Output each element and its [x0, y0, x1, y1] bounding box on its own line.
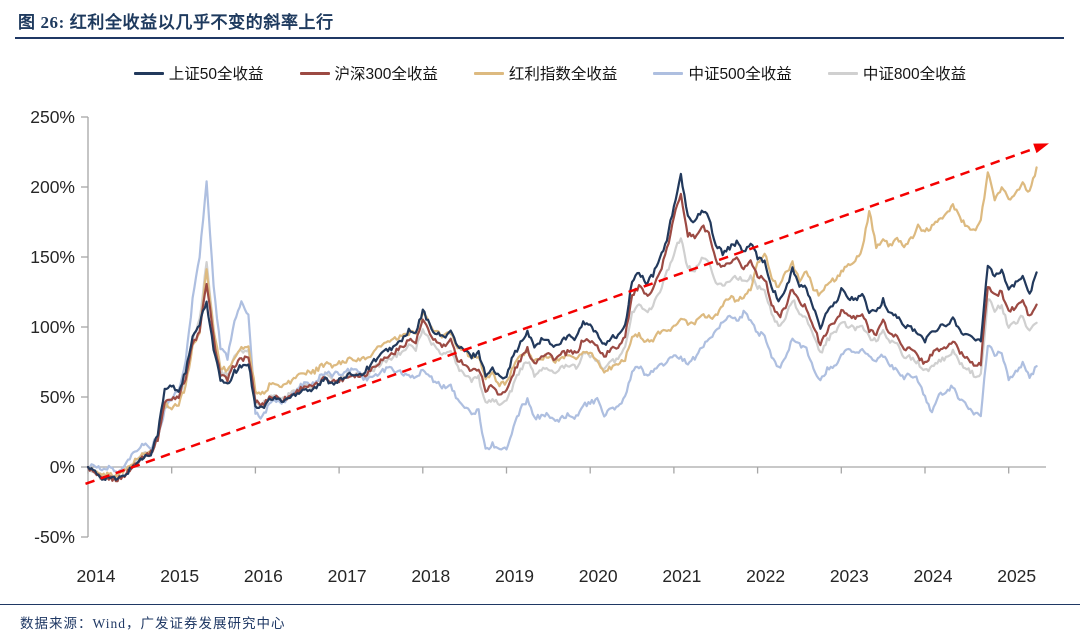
footer-divider: [0, 604, 1080, 605]
legend-item-sse50: 上证50全收益: [133, 62, 264, 84]
legend-item-csi500: 中证500全收益: [653, 62, 792, 84]
x-axis-label: 2015: [160, 566, 199, 586]
series-line-sse50-tr: [86, 172, 1038, 481]
trendline-dashed: [85, 145, 1041, 485]
legend-line-swatch-sse50: [133, 71, 164, 75]
x-axis-label: 2023: [830, 566, 869, 586]
y-axis-label: 0%: [50, 457, 75, 477]
x-axis-label: 2014: [77, 566, 116, 586]
y-axis-label: 150%: [30, 247, 75, 267]
legend-label-sse50: 上证50全收益: [168, 66, 264, 83]
series-line-csi300-tr: [86, 192, 1038, 483]
x-axis-label: 2024: [914, 566, 953, 586]
legend-label-csi500: 中证500全收益: [688, 66, 792, 83]
legend-label-dividend-index: 红利指数全收益: [508, 66, 618, 83]
y-axis-label: 250%: [30, 107, 75, 127]
x-axis-label: 2018: [411, 566, 450, 586]
title-divider: [15, 37, 1064, 39]
legend-label-csi800: 中证800全收益: [862, 66, 967, 83]
legend-line-swatch-csi500: [653, 71, 684, 75]
chart-legend: 上证50全收益 沪深300全收益 红利指数全收益 中证500全收益 中证800全…: [40, 60, 1060, 86]
x-axis-label: 2022: [746, 566, 785, 586]
legend-line-swatch-csi300: [299, 71, 330, 75]
legend-line-swatch-dividend-index: [473, 71, 504, 75]
data-source-note: 数据来源：Wind，广发证券发展研究中心: [20, 616, 286, 631]
x-axis-label: 2020: [579, 566, 618, 586]
x-axis-label: 2016: [244, 566, 283, 586]
x-axis-label: 2021: [662, 566, 701, 586]
trendline-arrowhead-icon: [1033, 143, 1049, 154]
x-axis-label: 2017: [328, 566, 367, 586]
legend-label-csi300: 沪深300全收益: [334, 66, 438, 83]
legend-item-csi800: 中证800全收益: [827, 62, 967, 84]
legend-item-dividend-index: 红利指数全收益: [473, 62, 618, 84]
legend-line-swatch-csi800: [827, 71, 858, 75]
x-axis-label: 2019: [495, 566, 534, 586]
series-line-csi500-tr: [86, 180, 1038, 476]
figure-title: 图 26: 红利全收益以几乎不变的斜率上行: [18, 13, 334, 32]
x-axis-label: 2025: [997, 566, 1036, 586]
y-axis-label: 50%: [40, 387, 75, 407]
y-axis-label: 100%: [30, 317, 75, 337]
y-axis-label: 200%: [30, 177, 75, 197]
series-line-dividend-index-tr: [86, 166, 1038, 479]
y-axis-label: -50%: [34, 527, 75, 547]
series-line-csi800-tr: [86, 237, 1038, 481]
legend-item-csi300: 沪深300全收益: [299, 62, 438, 84]
